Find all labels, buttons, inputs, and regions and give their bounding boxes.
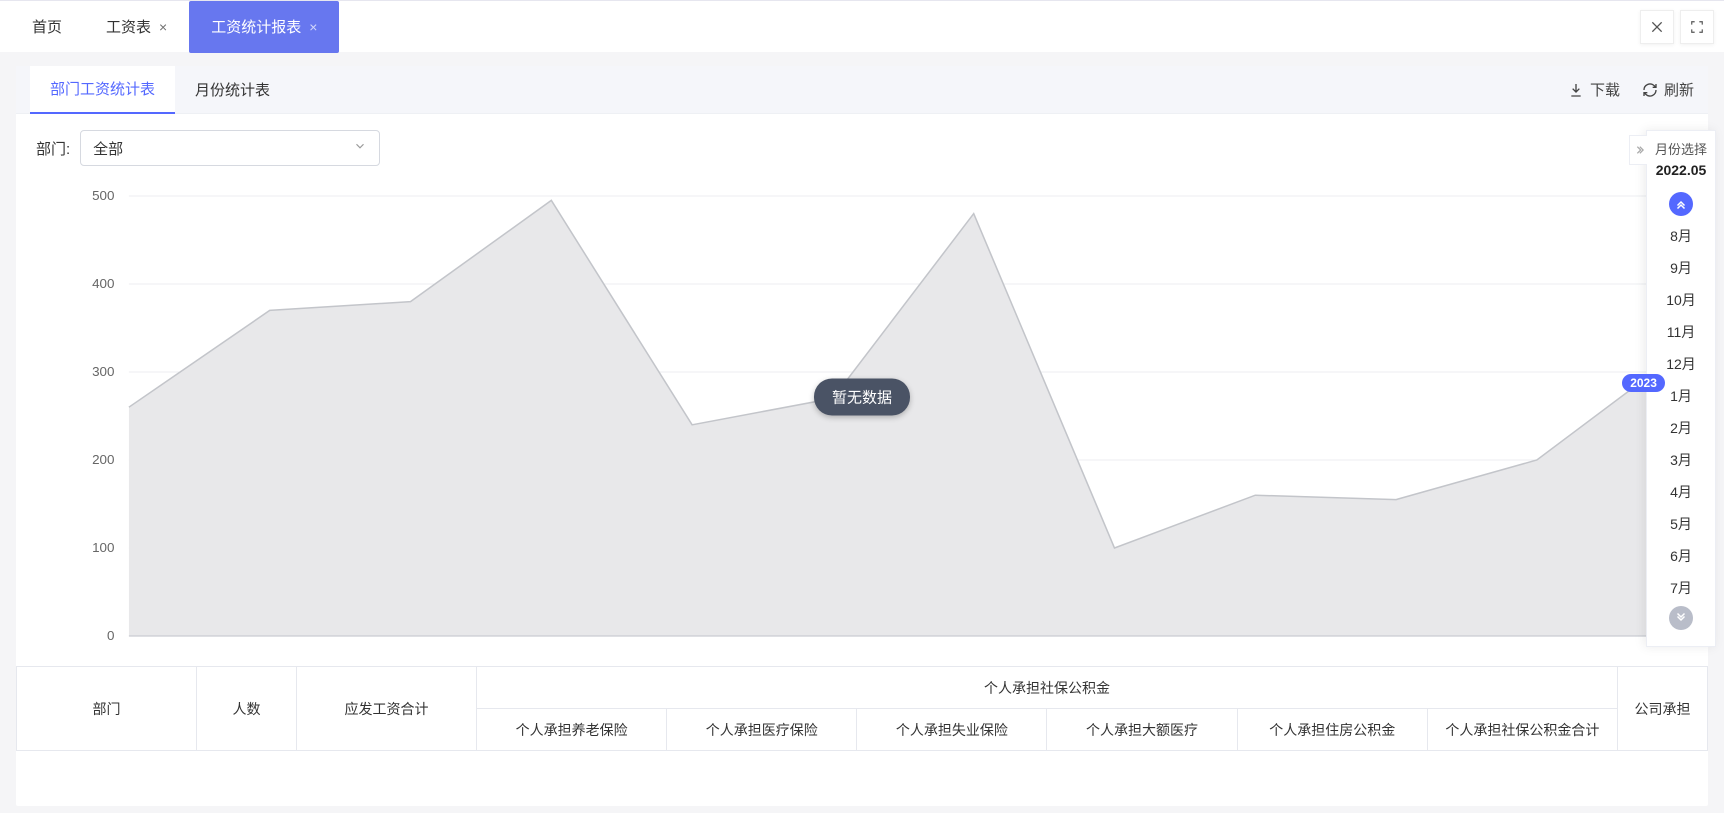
svg-text:100: 100 xyxy=(92,540,114,555)
area-chart: 0 100 200 300 400 500 暂无数据 xyxy=(36,186,1688,666)
svg-text:0: 0 xyxy=(107,628,114,643)
th-group-personal: 个人承担社保公积金 xyxy=(477,667,1618,709)
subtab-bar: 部门工资统计表 月份统计表 下载 刷新 xyxy=(16,66,1708,114)
content-panel: 部门工资统计表 月份统计表 下载 刷新 部门: 全部 010020030040 xyxy=(16,66,1708,806)
tab-home[interactable]: 首页 xyxy=(10,1,84,53)
th-total: 应发工资合计 xyxy=(297,667,477,751)
month-item[interactable]: 9月 xyxy=(1670,258,1692,278)
th-department: 部门 xyxy=(17,667,197,751)
refresh-label: 刷新 xyxy=(1664,79,1694,100)
month-item[interactable]: 10月 xyxy=(1666,290,1696,310)
subtab-label: 部门工资统计表 xyxy=(50,78,155,99)
fullscreen-button[interactable] xyxy=(1680,10,1714,44)
subtab-month[interactable]: 月份统计表 xyxy=(175,66,290,114)
month-list: 8月9月10月11月12月20231月2月3月4月5月6月7月 xyxy=(1666,222,1696,602)
th-count: 人数 xyxy=(197,667,297,751)
month-up-button[interactable] xyxy=(1669,192,1693,216)
download-button[interactable]: 下载 xyxy=(1568,79,1620,100)
collapse-handle[interactable] xyxy=(1629,135,1647,165)
chart-container: 0 100 200 300 400 500 暂无数据 xyxy=(16,176,1708,666)
svg-text:300: 300 xyxy=(92,364,114,379)
chevron-down-icon xyxy=(353,139,367,157)
month-item[interactable]: 8月 xyxy=(1670,226,1692,246)
department-filter-label: 部门: xyxy=(36,138,70,159)
month-picker-title: 月份选择 xyxy=(1655,139,1707,158)
tabbar-actions xyxy=(1640,10,1724,44)
svg-text:500: 500 xyxy=(92,188,114,203)
month-item[interactable]: 6月 xyxy=(1670,546,1692,566)
filter-row: 部门: 全部 xyxy=(16,114,1708,176)
month-item[interactable]: 4月 xyxy=(1670,482,1692,502)
month-item[interactable]: 5月 xyxy=(1670,514,1692,534)
tab-salary[interactable]: 工资表 × xyxy=(84,1,189,53)
close-all-button[interactable] xyxy=(1640,10,1674,44)
department-select[interactable]: 全部 xyxy=(80,130,380,166)
tab-salary-report[interactable]: 工资统计报表 × xyxy=(189,1,339,53)
download-icon xyxy=(1568,82,1584,98)
month-item[interactable]: 1月 xyxy=(1670,386,1692,406)
month-picker-panel: 月份选择 2022.05 8月9月10月11月12月20231月2月3月4月5月… xyxy=(1646,130,1716,647)
close-icon[interactable]: × xyxy=(159,19,167,35)
th-major-medical: 个人承担大额医疗 xyxy=(1047,709,1237,751)
summary-table: 部门 人数 应发工资合计 个人承担社保公积金 公司承担 个人承担养老保险 个人承… xyxy=(16,666,1708,751)
month-item[interactable]: 7月 xyxy=(1670,578,1692,598)
subtab-actions: 下载 刷新 xyxy=(1568,79,1694,100)
month-item[interactable]: 2月 xyxy=(1670,418,1692,438)
refresh-icon xyxy=(1642,82,1658,98)
download-label: 下载 xyxy=(1590,79,1620,100)
subtab-department[interactable]: 部门工资统计表 xyxy=(30,66,175,114)
month-item[interactable]: 3月 xyxy=(1670,450,1692,470)
month-picker-value: 2022.05 xyxy=(1656,162,1707,178)
refresh-button[interactable]: 刷新 xyxy=(1642,79,1694,100)
month-down-button[interactable] xyxy=(1669,606,1693,630)
close-icon[interactable]: × xyxy=(309,19,317,35)
th-company: 公司承担 xyxy=(1618,667,1708,751)
tab-label: 首页 xyxy=(32,16,62,37)
chart-svg: 0 100 200 300 400 500 xyxy=(36,186,1688,666)
tab-label: 工资统计报表 xyxy=(211,16,301,37)
tab-label: 工资表 xyxy=(106,16,151,37)
th-pension: 个人承担养老保险 xyxy=(477,709,667,751)
year-badge: 2023 xyxy=(1622,374,1665,392)
th-medical: 个人承担医疗保险 xyxy=(667,709,857,751)
top-tabbar: 首页 工资表 × 工资统计报表 × xyxy=(0,0,1724,52)
th-housing: 个人承担住房公积金 xyxy=(1237,709,1427,751)
svg-text:200: 200 xyxy=(92,452,114,467)
subtab-label: 月份统计表 xyxy=(195,79,270,100)
svg-text:400: 400 xyxy=(92,276,114,291)
th-personal-total: 个人承担社保公积金合计 xyxy=(1427,709,1617,751)
month-item[interactable]: 11月 xyxy=(1667,322,1696,342)
select-value: 全部 xyxy=(93,138,123,159)
nodata-tooltip: 暂无数据 xyxy=(814,379,910,416)
th-unemployment: 个人承担失业保险 xyxy=(857,709,1047,751)
month-item[interactable]: 12月 xyxy=(1666,354,1696,374)
